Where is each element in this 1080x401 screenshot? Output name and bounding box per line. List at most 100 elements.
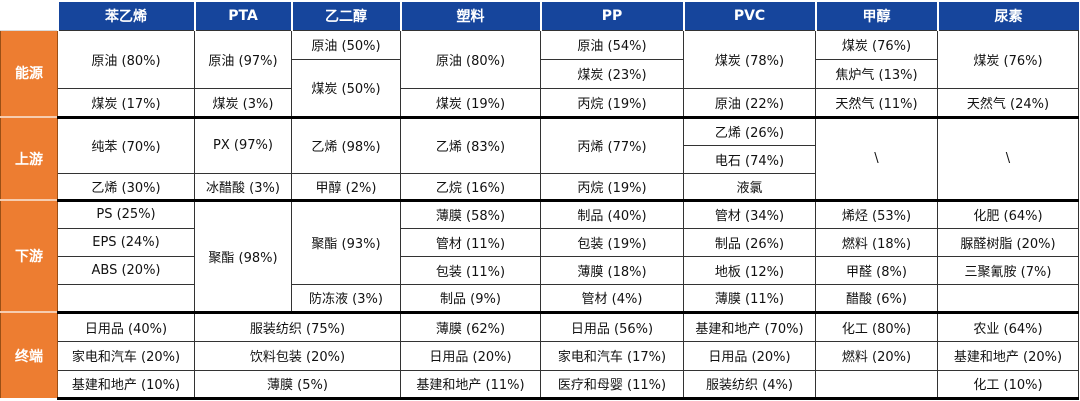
- table-cell: 聚酯 (93%): [291, 198, 401, 285]
- empty-cell: [937, 283, 1079, 313]
- table-row: 能源 原油 (80%) 原油 (97%) 原油 (50%) 原油 (80%) 原…: [0, 29, 1079, 117]
- table-cell: 包装 (11%): [400, 255, 541, 285]
- table-cell: 管材 (34%): [683, 198, 816, 229]
- table-cell: 燃料 (18%): [815, 227, 938, 257]
- table-cell: \: [815, 115, 938, 201]
- table-row: 家电和汽车 (20%) 饮料包装 (20%) 日用品 (20%) 家电和汽车 (…: [1, 340, 1079, 371]
- table-cell: 原油 (80%): [400, 29, 541, 89]
- table-cell: 煤炭 (17%): [57, 87, 195, 118]
- table-cell: 燃料 (20%): [815, 340, 938, 371]
- table-cell: 薄膜 (5%): [194, 369, 401, 400]
- table-row: 煤炭 (50%) 煤炭 (23%) 焦炉气 (13%): [1, 58, 1079, 118]
- header-meg: 乙二醇: [290, 2, 401, 31]
- table-cell: 天然气 (11%): [815, 87, 938, 118]
- table-cell: 包装 (19%): [540, 227, 684, 257]
- table-cell: 煤炭 (19%): [400, 87, 541, 118]
- table-cell: 薄膜 (58%): [400, 198, 541, 229]
- empty-cell: [57, 283, 195, 313]
- table-cell: 煤炭 (23%): [540, 58, 684, 89]
- header-plastics: 塑料: [399, 2, 541, 31]
- table-cell: \: [937, 115, 1079, 201]
- table-cell: 日用品 (20%): [400, 340, 541, 371]
- table-cell: 农业 (64%): [937, 310, 1079, 342]
- table-cell: 饮料包装 (20%): [194, 340, 401, 371]
- table-cell: 管材 (11%): [400, 227, 541, 257]
- table-cell: 薄膜 (11%): [683, 283, 816, 313]
- table-cell: 制品 (9%): [400, 283, 541, 313]
- table-cell: ABS (20%): [57, 255, 195, 285]
- table-cell: 基建和地产 (11%): [400, 369, 541, 400]
- section-label-terminal: 终端: [0, 311, 58, 398]
- table-cell: 乙烯 (26%): [683, 115, 816, 146]
- table-cell: 服装纺织 (4%): [683, 369, 816, 400]
- empty-cell: [815, 369, 938, 400]
- table-cell: 丙烷 (19%): [540, 172, 684, 201]
- table-cell: 天然气 (24%): [937, 87, 1079, 118]
- table-cell: 电石 (74%): [683, 144, 816, 174]
- table-cell: 冰醋酸 (3%): [194, 172, 292, 201]
- table-cell: 液氯: [683, 172, 816, 201]
- table-cell: 日用品 (20%): [683, 340, 816, 371]
- header-styrene: 苯乙烯: [56, 2, 195, 31]
- table-row: 防冻液 (3%) 制品 (9%) 管材 (4%) 薄膜 (11%) 醋酸 (6%…: [1, 283, 1079, 313]
- table-cell: 化肥 (64%): [937, 198, 1079, 229]
- table-cell: 乙烯 (98%): [291, 115, 401, 174]
- table-cell: 原油 (50%): [291, 29, 401, 60]
- header-pp: PP: [539, 2, 684, 31]
- table-cell: 化工 (80%): [815, 310, 938, 342]
- table-cell: 煤炭 (3%): [194, 87, 292, 118]
- table-row: 乙烯 (30%) 冰醋酸 (3%) 甲醇 (2%) 乙烷 (16%) 丙烷 (1…: [1, 172, 1079, 201]
- table-cell: 煤炭 (50%): [291, 58, 401, 118]
- table-row: 电石 (74%): [1, 144, 1079, 174]
- table-cell: 基建和地产 (20%): [937, 340, 1079, 371]
- table-cell: 醋酸 (6%): [815, 283, 938, 313]
- table-cell: 甲醇 (2%): [291, 172, 401, 201]
- table-cell: 家电和汽车 (20%): [57, 340, 195, 371]
- table-cell: 基建和地产 (70%): [683, 310, 816, 342]
- table-row: 上游 纯苯 (70%) PX (97%) 乙烯 (98%) 乙烯 (83%) 丙…: [0, 115, 1079, 201]
- table-cell: 乙烯 (83%): [400, 115, 541, 174]
- table-cell: 乙烷 (16%): [400, 172, 541, 201]
- section-label-energy: 能源: [0, 29, 58, 117]
- table-cell: 基建和地产 (10%): [57, 369, 195, 400]
- table-row: ABS (20%) 包装 (11%) 薄膜 (18%) 地板 (12%) 甲醛 …: [1, 255, 1079, 285]
- table-cell: 煤炭 (76%): [815, 29, 938, 60]
- table-cell: PX (97%): [194, 115, 292, 174]
- table-cell: 丙烷 (19%): [540, 87, 684, 118]
- table-cell: 煤炭 (78%): [683, 29, 816, 89]
- header-urea: 尿素: [936, 2, 1079, 31]
- table-cell: 烯烃 (53%): [815, 198, 938, 229]
- header-methanol: 甲醇: [814, 2, 938, 31]
- table-cell: 三聚氰胺 (7%): [937, 255, 1079, 285]
- table-cell: 原油 (80%): [57, 29, 195, 89]
- table-cell: 制品 (40%): [540, 198, 684, 229]
- table-cell: 原油 (22%): [683, 87, 816, 118]
- table-cell: EPS (24%): [57, 227, 195, 257]
- table-cell: 制品 (26%): [683, 227, 816, 257]
- table-cell: 地板 (12%): [683, 255, 816, 285]
- table-cell: 乙烯 (30%): [57, 172, 195, 201]
- header-pta: PTA: [193, 2, 292, 31]
- table-cell: PS (25%): [57, 198, 195, 229]
- table-cell: 医疗和母婴 (11%): [540, 369, 684, 400]
- table-cell: 家电和汽车 (17%): [540, 340, 684, 371]
- section-label-upstream: 上游: [0, 116, 58, 200]
- table-cell: 日用品 (40%): [57, 310, 195, 342]
- table-row: EPS (24%) 管材 (11%) 包装 (19%) 制品 (26%) 燃料 …: [1, 227, 1079, 257]
- table-cell: 防冻液 (3%): [291, 283, 401, 313]
- table-row: 下游 PS (25%) 聚酯 (98%) 聚酯 (93%) 薄膜 (58%) 制…: [0, 198, 1079, 313]
- table-cell: 纯苯 (70%): [57, 115, 195, 174]
- table-cell: 脲醛树脂 (20%): [937, 227, 1079, 257]
- table-cell: 管材 (4%): [540, 283, 684, 313]
- table-cell: 聚酯 (98%): [194, 198, 292, 313]
- table-cell: 化工 (10%): [937, 369, 1079, 400]
- table-cell: 甲醛 (8%): [815, 255, 938, 285]
- table-cell: 薄膜 (18%): [540, 255, 684, 285]
- table-row: 煤炭 (17%) 煤炭 (3%) 煤炭 (19%) 丙烷 (19%) 原油 (2…: [1, 87, 1079, 118]
- header-row: 苯乙烯 PTA 乙二醇 塑料 PP PVC 甲醇 尿素: [0, 2, 1079, 31]
- table-cell: 煤炭 (76%): [937, 29, 1079, 89]
- header-pvc: PVC: [682, 2, 816, 31]
- section-label-downstream: 下游: [0, 199, 58, 312]
